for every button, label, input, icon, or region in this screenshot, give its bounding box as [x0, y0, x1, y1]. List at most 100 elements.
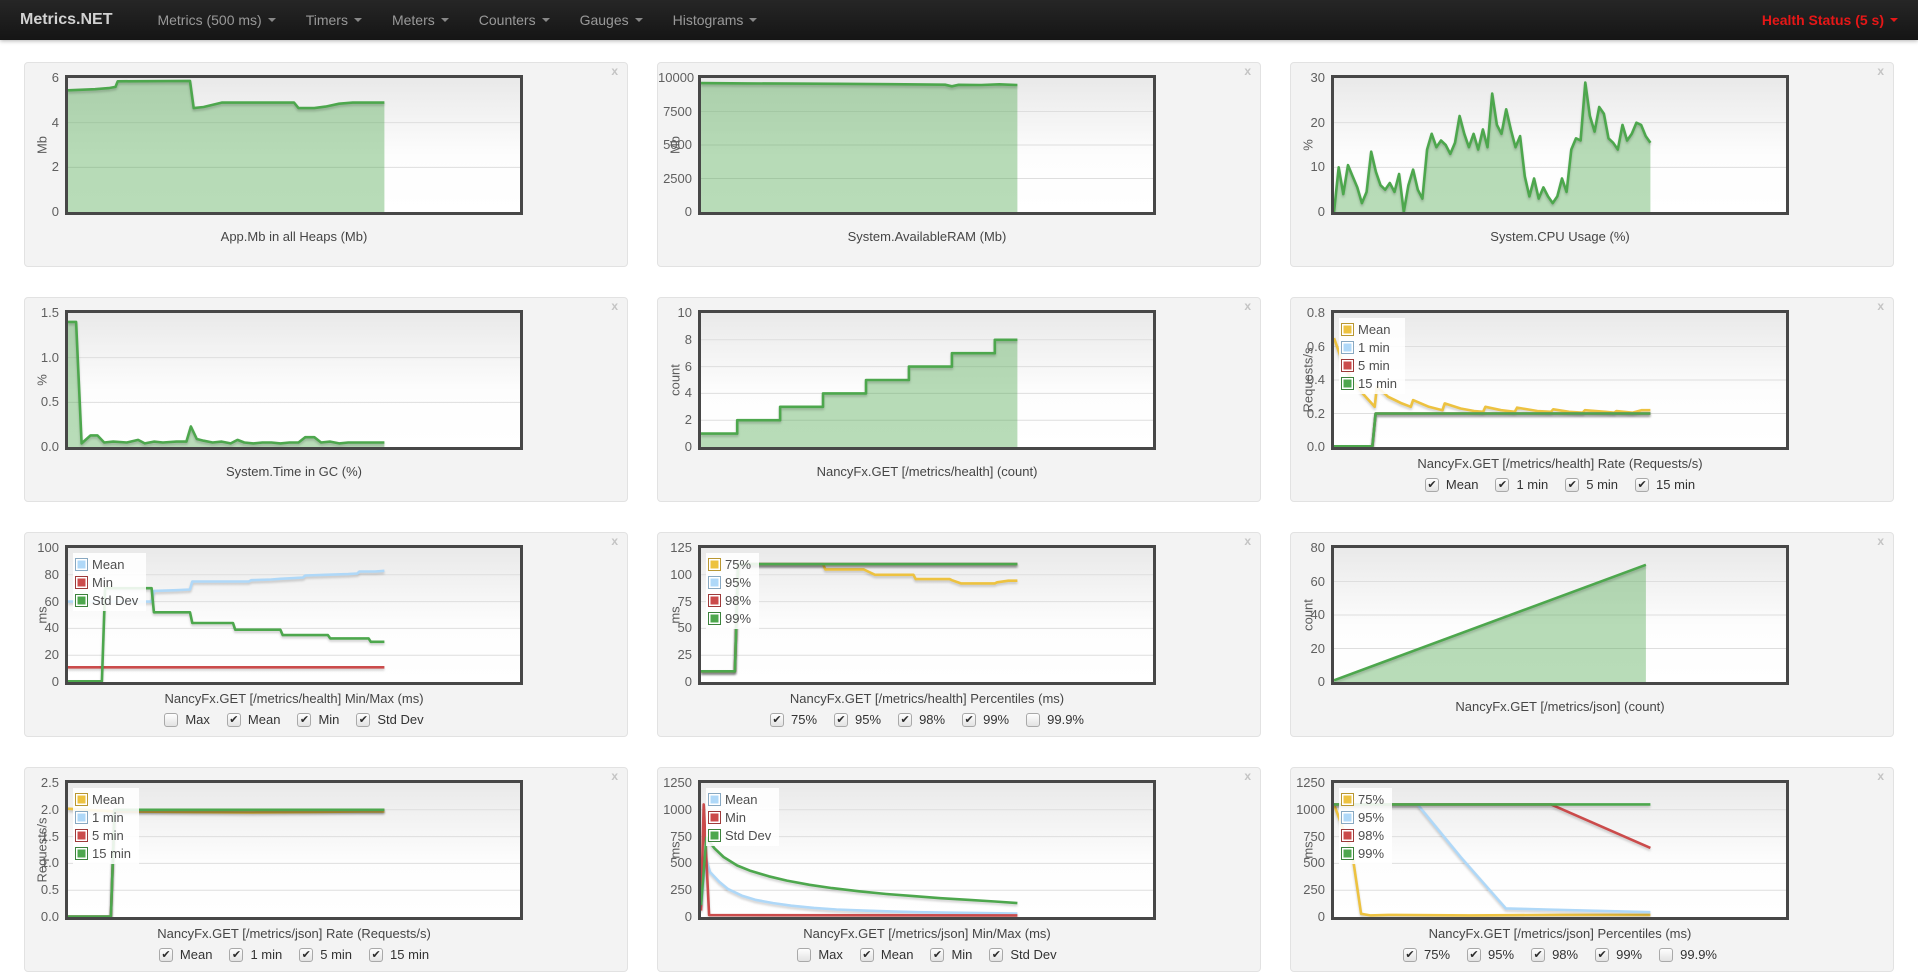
chart-title: NancyFx.GET [/metrics/health] Rate (Requ…: [1417, 456, 1703, 471]
series-toggle-75-[interactable]: ✔ 75%: [770, 712, 817, 727]
chart-title: NancyFx.GET [/metrics/json] Rate (Reques…: [157, 926, 431, 941]
checkbox-checked-icon[interactable]: ✔: [356, 712, 371, 727]
chart-title: NancyFx.GET [/metrics/json] Percentiles …: [1428, 926, 1692, 941]
checkbox-checked-icon[interactable]: ✔: [297, 712, 312, 727]
legend-entry: Mean: [75, 555, 138, 573]
series-toggle-mean[interactable]: ✔ Mean: [158, 947, 212, 962]
close-icon[interactable]: x: [611, 534, 618, 548]
series-toggle-99.9-[interactable]: 99.9%: [1659, 947, 1717, 962]
series-toggle-15-min[interactable]: ✔ 15 min: [1635, 477, 1695, 492]
close-icon[interactable]: x: [1244, 299, 1251, 313]
series-toggle-95-[interactable]: ✔ 95%: [834, 712, 881, 727]
checkbox-checked-icon[interactable]: ✔: [930, 947, 945, 962]
legend-swatch: [708, 575, 721, 589]
series-toggle-98-[interactable]: ✔ 98%: [898, 712, 945, 727]
nav-menu-metrics-500-ms[interactable]: Metrics (500 ms): [142, 0, 290, 40]
close-icon[interactable]: x: [1244, 769, 1251, 783]
checkbox-unchecked-icon[interactable]: [797, 947, 812, 962]
nav-menu-gauges[interactable]: Gauges: [565, 0, 658, 40]
series-toggle-min[interactable]: ✔ Min: [297, 712, 339, 727]
y-tick-label: 0: [684, 439, 692, 454]
close-icon[interactable]: x: [611, 64, 618, 78]
checkbox-checked-icon[interactable]: ✔: [229, 947, 244, 962]
y-tick-label: 125: [670, 540, 692, 555]
series-toggle-min[interactable]: ✔ Min: [930, 947, 972, 962]
y-tick-label: 40: [44, 620, 59, 636]
series-toggle-mean[interactable]: ✔ Mean: [226, 712, 280, 727]
series-toggle-mean[interactable]: ✔ Mean: [859, 947, 913, 962]
series-toggle-15-min[interactable]: ✔ 15 min: [369, 947, 429, 962]
legend-swatch: [75, 575, 88, 589]
y-tick-label: 250: [1303, 882, 1325, 898]
checkbox-unchecked-icon[interactable]: [164, 712, 179, 727]
legend-label: Min: [725, 809, 746, 825]
series-toggle-label: 99.9%: [1047, 712, 1084, 727]
checkbox-checked-icon[interactable]: ✔: [369, 947, 384, 962]
checkbox-checked-icon[interactable]: ✔: [770, 712, 784, 727]
series-toggle-1-min[interactable]: ✔ 1 min: [1495, 477, 1548, 492]
checkbox-checked-icon[interactable]: ✔: [834, 712, 849, 727]
series-toggle-5-min[interactable]: ✔ 5 min: [299, 947, 352, 962]
close-icon[interactable]: x: [611, 769, 618, 783]
checkbox-unchecked-icon[interactable]: [1659, 947, 1674, 962]
series-toggle-5-min[interactable]: ✔ 5 min: [1565, 477, 1618, 492]
series-toggle-max[interactable]: Max: [164, 712, 210, 727]
checkbox-checked-icon[interactable]: ✔: [989, 947, 1004, 962]
close-icon[interactable]: x: [1877, 534, 1884, 548]
health-status-menu[interactable]: Health Status (5 s): [1762, 12, 1898, 28]
close-icon[interactable]: x: [611, 299, 618, 313]
checkbox-checked-icon[interactable]: ✔: [299, 947, 314, 962]
y-tick-label: 1.0: [40, 855, 59, 871]
checkbox-checked-icon[interactable]: ✔: [1595, 947, 1610, 962]
series-toggle-label: Std Dev: [377, 712, 424, 727]
checkbox-checked-icon[interactable]: ✔: [1495, 477, 1510, 492]
close-icon[interactable]: x: [1877, 299, 1884, 313]
checkbox-checked-icon[interactable]: ✔: [859, 947, 874, 962]
series-toggle-99-[interactable]: ✔ 99%: [1595, 947, 1642, 962]
checkbox-checked-icon[interactable]: ✔: [1565, 477, 1580, 492]
app-brand[interactable]: Metrics.NET: [20, 11, 113, 28]
series-toggle-98-[interactable]: ✔ 98%: [1531, 947, 1578, 962]
y-tick-label: 750: [670, 828, 692, 844]
checkbox-checked-icon[interactable]: ✔: [1531, 947, 1546, 962]
y-tick-label: 1250: [1296, 775, 1325, 790]
y-tick-label: 2500: [663, 170, 692, 186]
chart-title: NancyFx.GET [/metrics/health] Min/Max (m…: [164, 691, 424, 706]
close-icon[interactable]: x: [1877, 769, 1884, 783]
close-icon[interactable]: x: [1877, 64, 1884, 78]
series-toggle-max[interactable]: Max: [797, 947, 843, 962]
plot-area: [1331, 545, 1789, 685]
series-toggle-std-dev[interactable]: ✔ Std Dev: [989, 947, 1057, 962]
close-icon[interactable]: x: [1244, 534, 1251, 548]
series-toggle-mean[interactable]: ✔ Mean: [1424, 477, 1478, 492]
checkbox-checked-icon[interactable]: ✔: [226, 712, 241, 727]
nav-menu-timers[interactable]: Timers: [291, 0, 377, 40]
close-icon[interactable]: x: [1244, 64, 1251, 78]
series-toggle-label: 99.9%: [1680, 947, 1717, 962]
y-tick-label: 10: [1310, 159, 1325, 175]
checkbox-checked-icon[interactable]: ✔: [1467, 947, 1482, 962]
checkbox-checked-icon[interactable]: ✔: [898, 712, 913, 727]
legend-label: 95%: [1358, 809, 1385, 825]
legend-label: Std Dev: [92, 592, 139, 608]
nav-menu-meters[interactable]: Meters: [377, 0, 464, 40]
nav-menu-histograms[interactable]: Histograms: [658, 0, 773, 40]
checkbox-unchecked-icon[interactable]: [1026, 712, 1041, 727]
series-toggle-75-[interactable]: ✔ 75%: [1403, 947, 1450, 962]
checkbox-checked-icon[interactable]: ✔: [1403, 947, 1417, 962]
checkbox-checked-icon[interactable]: ✔: [1635, 477, 1650, 492]
series-toggle-99-[interactable]: ✔ 99%: [962, 712, 1009, 727]
y-tick-label: 500: [670, 855, 692, 871]
chart-title: NancyFx.GET [/metrics/health] (count): [816, 464, 1038, 479]
legend-swatch: [1341, 322, 1354, 336]
series-toggle-label: 15 min: [1656, 477, 1696, 492]
checkbox-checked-icon[interactable]: ✔: [962, 712, 977, 727]
series-toggle-95-[interactable]: ✔ 95%: [1467, 947, 1514, 962]
nav-menu-counters[interactable]: Counters: [464, 0, 565, 40]
series-toggle-1-min[interactable]: ✔ 1 min: [229, 947, 282, 962]
series-toggle-99.9-[interactable]: 99.9%: [1026, 712, 1084, 727]
legend-label: Min: [92, 574, 113, 590]
checkbox-checked-icon[interactable]: ✔: [158, 947, 173, 962]
checkbox-checked-icon[interactable]: ✔: [1424, 477, 1439, 492]
series-toggle-std-dev[interactable]: ✔ Std Dev: [356, 712, 424, 727]
